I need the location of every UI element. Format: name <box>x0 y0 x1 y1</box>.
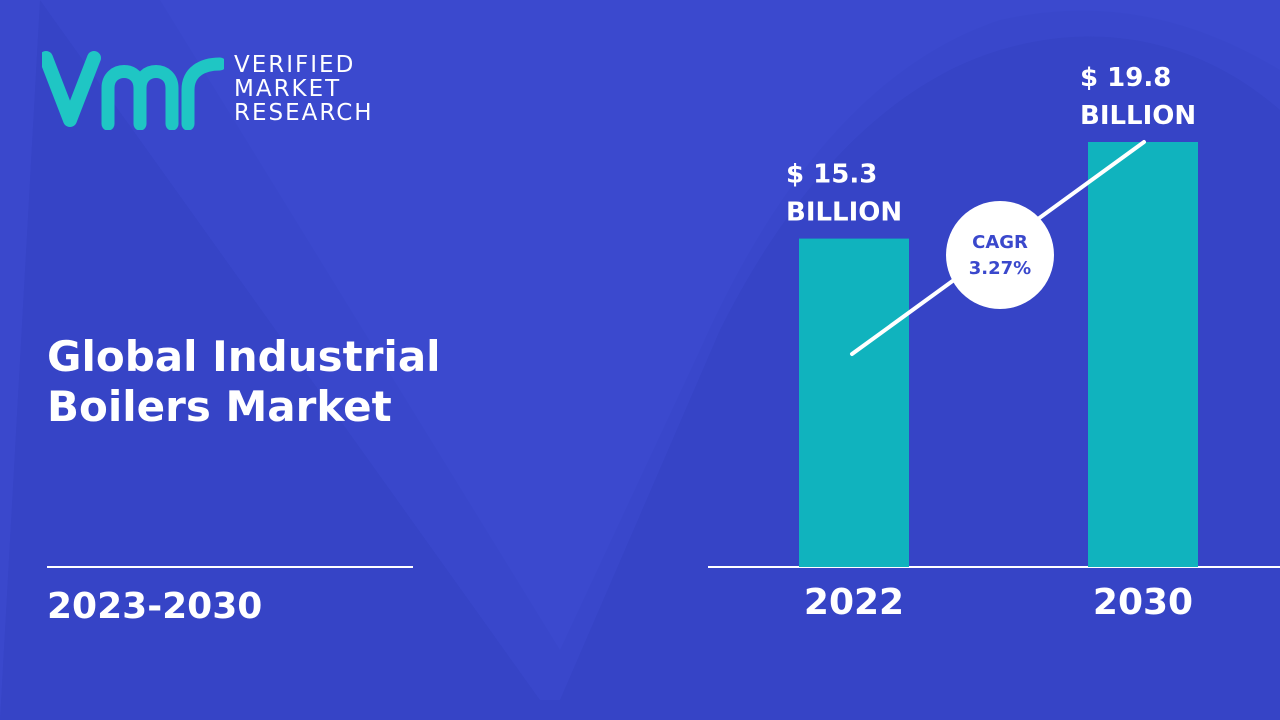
bar-2022 <box>799 238 909 567</box>
page-title: Global Industrial Boilers Market <box>47 332 487 432</box>
brand-line-2: MARKET <box>234 76 342 102</box>
brand-line-3: RESEARCH <box>234 100 374 126</box>
brand-name: VERIFIED MARKET RESEARCH <box>234 53 374 125</box>
cagr-badge <box>946 201 1054 309</box>
data-label-2022-line-1: $ 15.3 <box>786 160 877 190</box>
bar-2030 <box>1088 142 1198 567</box>
bar-chart: 2022 $ 15.3 BILLION 2030 $ 19.8 BILLION CAGR 3.… <box>708 63 1280 623</box>
x-tick-label-2022: 2022 <box>804 582 904 623</box>
cagr-label: CAGR <box>972 232 1028 253</box>
data-label-2030-line-2: BILLION <box>1080 101 1196 131</box>
title-line-2: Boilers Market <box>47 382 392 431</box>
x-tick-label-2030: 2030 <box>1093 582 1193 623</box>
vmr-logo-icon <box>42 51 224 130</box>
data-label-2022-line-2: BILLION <box>786 198 902 228</box>
data-label-2030-line-1: $ 19.8 <box>1080 63 1171 93</box>
cagr-value: 3.27% <box>969 258 1031 279</box>
title-divider <box>47 566 413 568</box>
forecast-period: 2023-2030 <box>47 586 263 627</box>
brand-line-1: VERIFIED <box>234 52 356 78</box>
title-line-1: Global Industrial <box>47 332 441 381</box>
brand-logo: VERIFIED MARKET RESEARCH <box>42 48 374 130</box>
